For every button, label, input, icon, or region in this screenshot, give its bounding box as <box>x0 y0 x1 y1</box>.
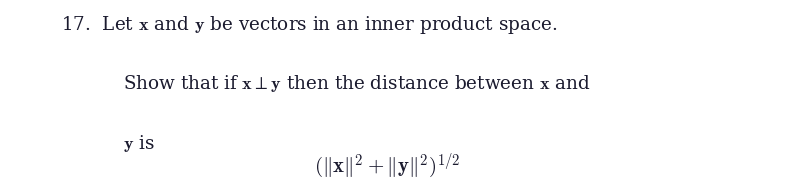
Text: Show that if $\mathbf{x} \perp \mathbf{y}$ then the distance between $\mathbf{x}: Show that if $\mathbf{x} \perp \mathbf{y… <box>123 73 591 94</box>
Text: 17.  Let $\mathbf{x}$ and $\mathbf{y}$ be vectors in an inner product space.: 17. Let $\mathbf{x}$ and $\mathbf{y}$ be… <box>61 14 558 36</box>
Text: $(\|\mathbf{x}\|^2 + \|\mathbf{y}\|^2)^{1/2}$: $(\|\mathbf{x}\|^2 + \|\mathbf{y}\|^2)^{… <box>314 152 461 180</box>
Text: $\mathbf{y}$ is: $\mathbf{y}$ is <box>123 133 154 154</box>
